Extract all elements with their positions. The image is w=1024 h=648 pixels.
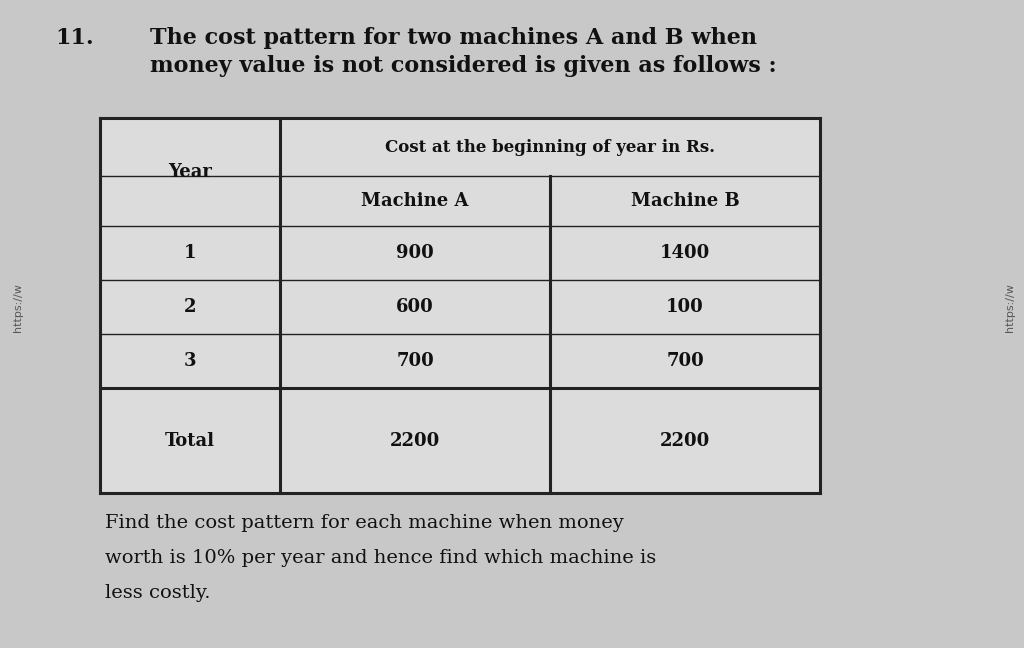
Text: Cost at the beginning of year in Rs.: Cost at the beginning of year in Rs. xyxy=(385,139,715,156)
Text: 700: 700 xyxy=(667,352,703,370)
Text: 2200: 2200 xyxy=(659,432,710,450)
Text: Total: Total xyxy=(165,432,215,450)
Bar xyxy=(100,118,820,493)
Text: 900: 900 xyxy=(396,244,434,262)
Text: 600: 600 xyxy=(396,298,434,316)
Text: Year: Year xyxy=(168,163,212,181)
Text: 3: 3 xyxy=(183,352,197,370)
Text: 11.: 11. xyxy=(55,27,93,49)
Text: 1: 1 xyxy=(183,244,197,262)
Text: 100: 100 xyxy=(667,298,703,316)
Text: 2200: 2200 xyxy=(390,432,440,450)
Text: less costly.: less costly. xyxy=(105,584,211,602)
Text: money value is not considered is given as follows :: money value is not considered is given a… xyxy=(150,55,776,77)
Text: https://w: https://w xyxy=(1005,284,1015,332)
Text: Find the cost pattern for each machine when money: Find the cost pattern for each machine w… xyxy=(105,514,624,532)
Text: 700: 700 xyxy=(396,352,434,370)
Text: Machine A: Machine A xyxy=(361,192,469,210)
Text: https://w: https://w xyxy=(13,284,23,332)
Text: The cost pattern for two machines A and B when: The cost pattern for two machines A and … xyxy=(150,27,757,49)
Text: 2: 2 xyxy=(183,298,197,316)
Text: worth is 10% per year and hence find which machine is: worth is 10% per year and hence find whi… xyxy=(105,549,656,567)
Text: Machine B: Machine B xyxy=(631,192,739,210)
Text: 1400: 1400 xyxy=(659,244,710,262)
